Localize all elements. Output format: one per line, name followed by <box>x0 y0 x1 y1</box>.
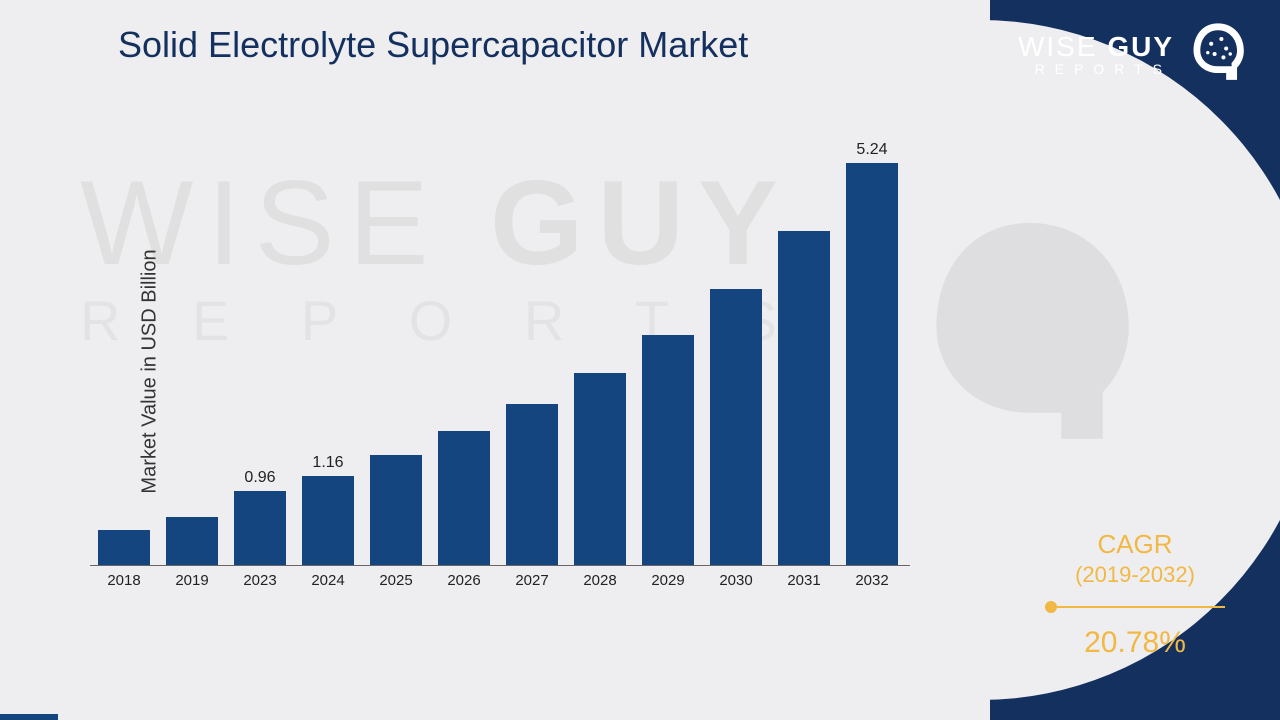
bar <box>438 431 490 565</box>
brand-sub: REPORTS <box>1035 61 1172 77</box>
bar <box>710 289 762 565</box>
bar <box>166 517 218 565</box>
cagr-value: 20.78% <box>1030 626 1240 660</box>
bar <box>506 404 558 565</box>
chart-canvas: WISE GUY REPORTS Solid Electrolyte Super… <box>0 0 1280 720</box>
x-tick-label: 2028 <box>583 572 616 589</box>
x-tick-label: 2023 <box>243 572 276 589</box>
cagr-divider <box>1045 606 1225 608</box>
x-tick-label: 2030 <box>719 572 752 589</box>
x-tick-label: 2029 <box>651 572 684 589</box>
x-tick-label: 2025 <box>379 572 412 589</box>
bar: 0.96 <box>234 491 286 565</box>
bar: 1.16 <box>302 476 354 565</box>
bar <box>370 455 422 565</box>
bar-value-label: 0.96 <box>244 469 275 487</box>
footer-accent <box>0 714 58 720</box>
cagr-box: CAGR (2019-2032) 20.78% <box>1030 529 1240 660</box>
x-tick-label: 2019 <box>175 572 208 589</box>
x-tick-label: 2032 <box>855 572 888 589</box>
brand-logo: WISE GUY REPORTS <box>1018 20 1252 88</box>
x-tick-label: 2026 <box>447 572 480 589</box>
bar <box>778 231 830 565</box>
bar: 5.24 <box>846 163 898 565</box>
bar <box>98 530 150 565</box>
bar-chart: 0.96 1.16 5.24 <box>90 135 910 565</box>
bar <box>642 335 694 565</box>
head-icon <box>1184 20 1252 88</box>
x-tick-label: 2018 <box>107 572 140 589</box>
x-axis: 2018 2019 2023 2024 2025 2026 2027 2028 2029 2030… <box>90 565 910 605</box>
chart-title: Solid Electrolyte Supercapacitor Market <box>118 24 748 65</box>
bar <box>574 373 626 565</box>
watermark-head-icon <box>900 210 1160 470</box>
cagr-period: (2019-2032) <box>1030 562 1240 588</box>
x-tick-label: 2031 <box>787 572 820 589</box>
x-tick-label: 2027 <box>515 572 548 589</box>
brand-name: WISE GUY <box>1018 31 1174 63</box>
bar-value-label: 1.16 <box>312 454 343 472</box>
bar-value-label: 5.24 <box>856 141 887 159</box>
x-tick-label: 2024 <box>311 572 344 589</box>
cagr-label: CAGR <box>1030 529 1240 560</box>
